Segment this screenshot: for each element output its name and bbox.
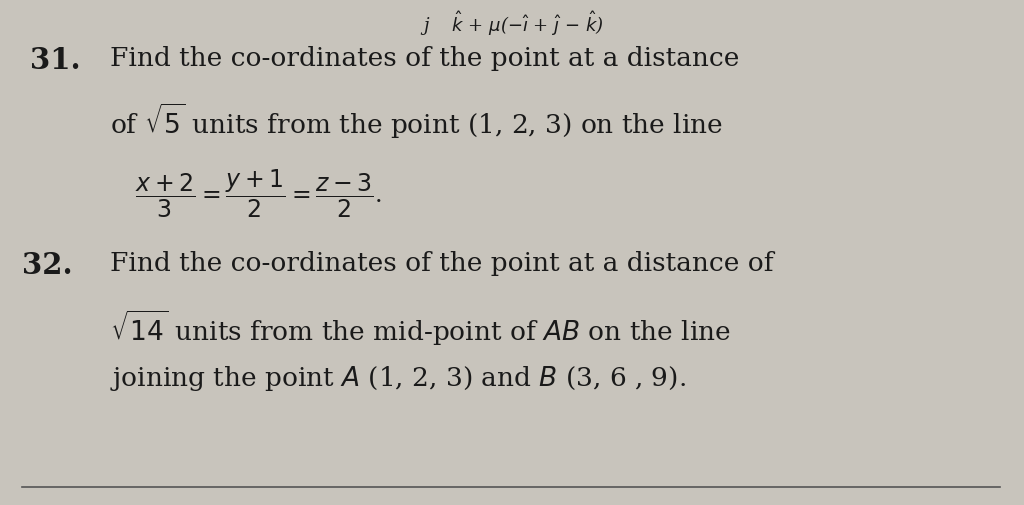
Text: 31.: 31. bbox=[30, 46, 81, 75]
Text: $\dfrac{x+2}{3} = \dfrac{y+1}{2} = \dfrac{z-3}{2}$.: $\dfrac{x+2}{3} = \dfrac{y+1}{2} = \dfra… bbox=[135, 168, 382, 220]
Text: joining the point $A$ (1, 2, 3) and $B$ (3, 6 , 9).: joining the point $A$ (1, 2, 3) and $B$ … bbox=[110, 363, 686, 392]
Text: 32.: 32. bbox=[22, 250, 73, 279]
Text: $\sqrt{14}$ units from the mid-point of $AB$ on the line: $\sqrt{14}$ units from the mid-point of … bbox=[110, 308, 731, 347]
Text: of $\sqrt{5}$ units from the point (1, 2, 3) on the line: of $\sqrt{5}$ units from the point (1, 2… bbox=[110, 101, 723, 140]
Text: Find the co-ordinates of the point at a distance: Find the co-ordinates of the point at a … bbox=[110, 46, 739, 71]
Text: j    $\hat{k}$ + $\mu$($-\hat{\imath}$ + $\hat{\jmath}$ $-$ $\hat{k}$): j $\hat{k}$ + $\mu$($-\hat{\imath}$ + $\… bbox=[420, 9, 604, 38]
Text: Find the co-ordinates of the point at a distance of: Find the co-ordinates of the point at a … bbox=[110, 250, 773, 275]
